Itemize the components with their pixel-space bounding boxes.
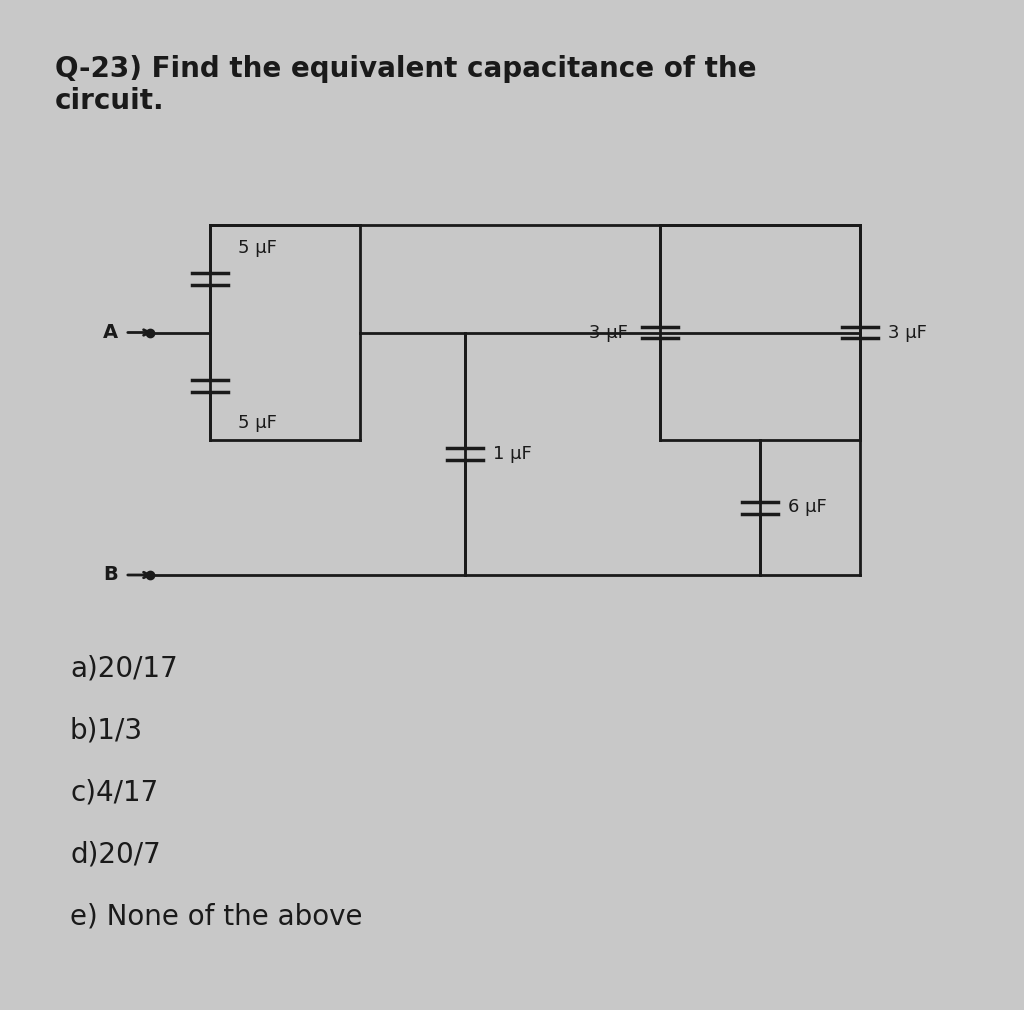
Text: 1 μF: 1 μF	[493, 444, 531, 463]
Text: 5 μF: 5 μF	[238, 238, 276, 257]
Text: 5 μF: 5 μF	[238, 414, 276, 432]
Text: a)20/17: a)20/17	[70, 655, 178, 683]
Text: B: B	[103, 566, 118, 585]
Text: d)20/7: d)20/7	[70, 841, 161, 869]
Text: 3 μF: 3 μF	[888, 323, 927, 341]
Text: e) None of the above: e) None of the above	[70, 903, 362, 931]
Text: Q-23) Find the equivalent capacitance of the
circuit.: Q-23) Find the equivalent capacitance of…	[55, 55, 757, 115]
Text: 6 μF: 6 μF	[788, 499, 826, 516]
Text: b)1/3: b)1/3	[70, 717, 143, 745]
Text: A: A	[102, 323, 118, 342]
Text: c)4/17: c)4/17	[70, 779, 159, 807]
Text: 3 μF: 3 μF	[589, 323, 628, 341]
